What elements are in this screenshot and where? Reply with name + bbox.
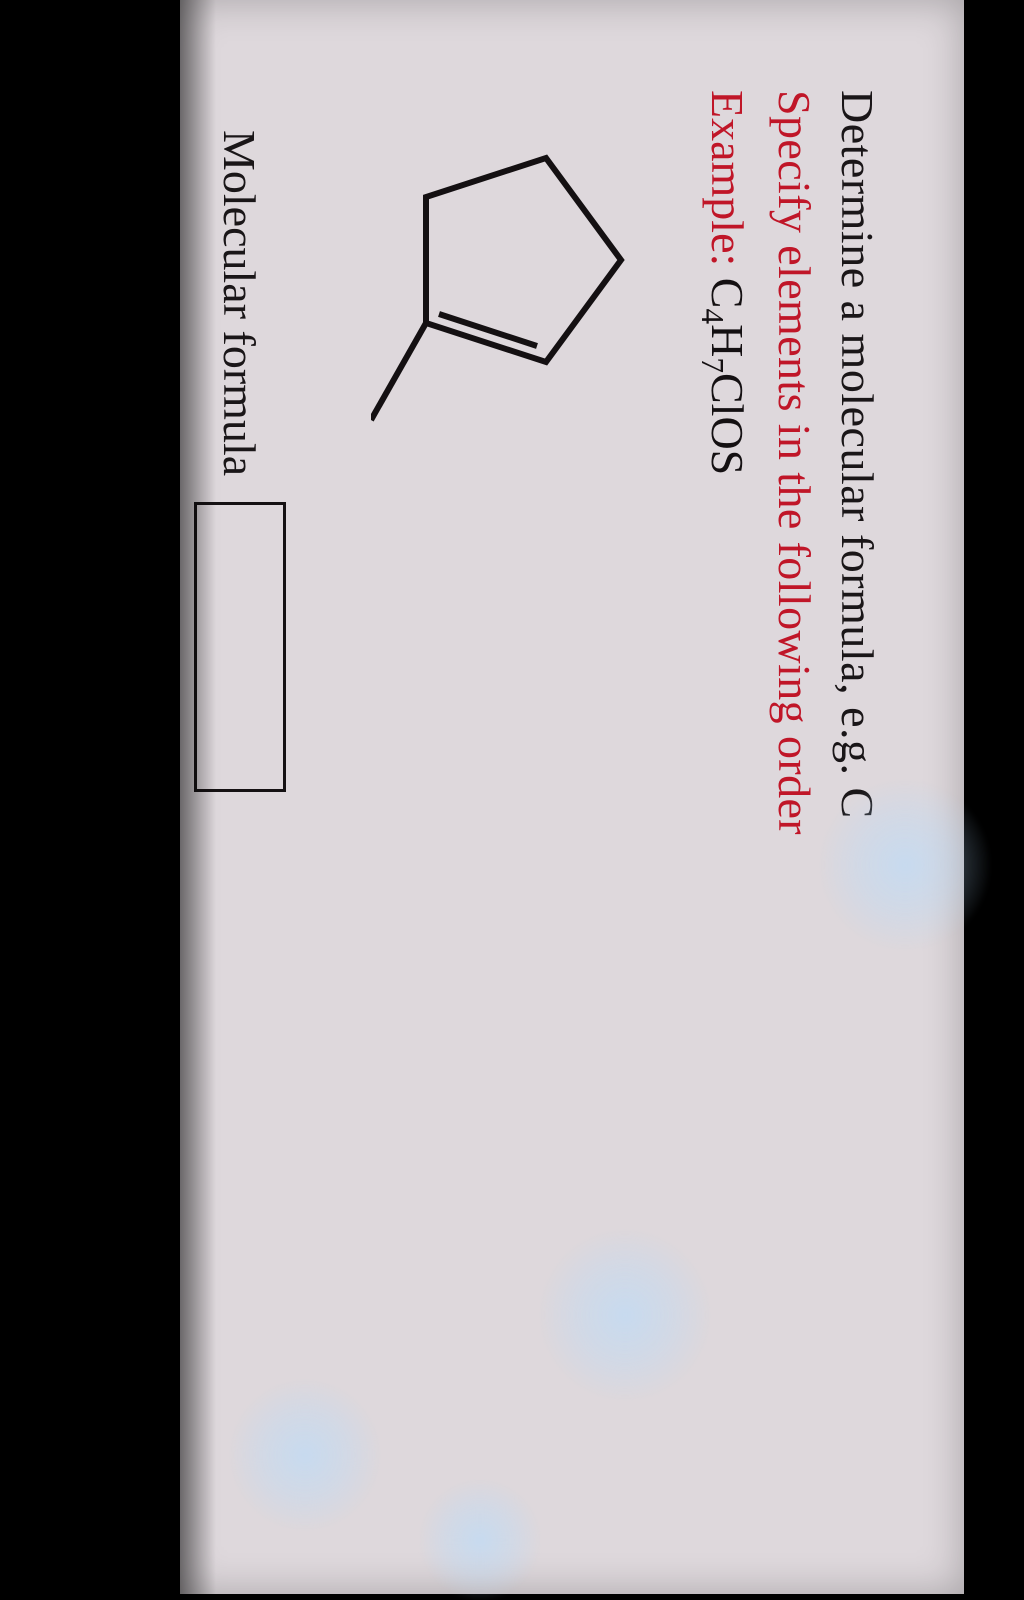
binding-shadow	[180, 0, 216, 1594]
molecule-structure	[366, 130, 641, 1534]
example-formula: C4H7ClOS	[702, 278, 753, 475]
example-line: Example: C4H7ClOS	[701, 90, 754, 1534]
prompt-text: Determine a molecular formula, e.g.	[832, 90, 883, 788]
question-block: Determine a molecular formula, e.g. C Sp…	[190, 0, 974, 1594]
prompt-tail: C	[832, 788, 883, 819]
prompt-line-2: Specify elements in the following order	[768, 90, 821, 1534]
prompt-line-1: Determine a molecular formula, e.g. C	[831, 90, 884, 1534]
example-label: Example:	[702, 90, 753, 278]
cyclopentene-ring	[426, 158, 621, 362]
molecule-svg	[371, 130, 641, 450]
answer-label: Molecular formula	[214, 130, 267, 476]
page-panel: Determine a molecular formula, e.g. C Sp…	[180, 0, 964, 1594]
methyl-substituent	[371, 323, 426, 420]
